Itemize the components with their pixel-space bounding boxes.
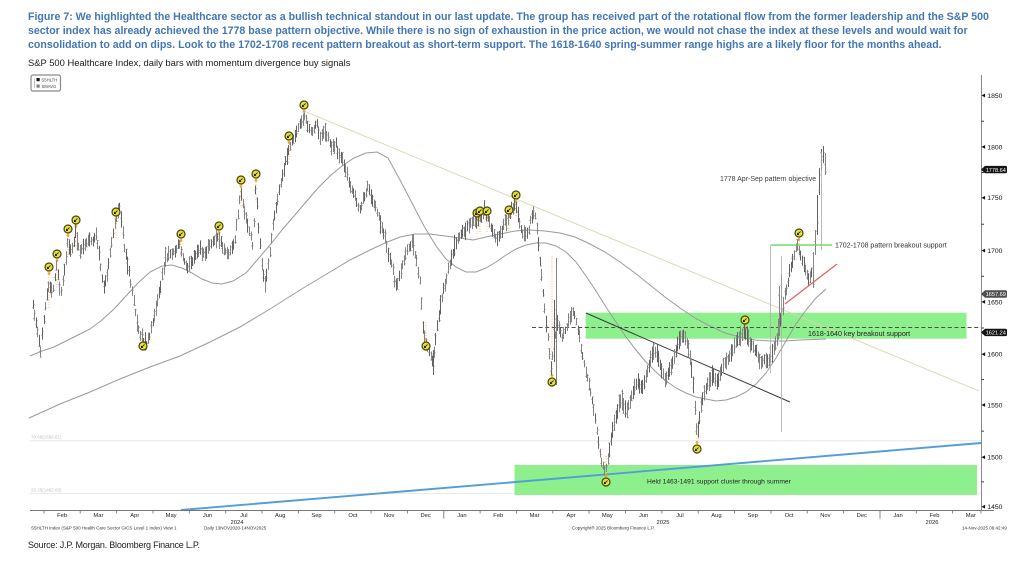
svg-text:Sep: Sep [748, 513, 758, 519]
svg-text:S5HLTH Index (S&P 500 Health C: S5HLTH Index (S&P 500 Health Care Sector… [31, 526, 177, 531]
svg-text:Dec: Dec [420, 513, 430, 519]
svg-text:1750: 1750 [987, 195, 1002, 202]
svg-text:1800: 1800 [987, 144, 1002, 151]
svg-text:Held 1463-1491 support cluster: Held 1463-1491 support cluster through s… [647, 479, 792, 486]
svg-text:Feb: Feb [930, 513, 940, 519]
svg-text:1850: 1850 [987, 93, 1002, 100]
svg-text:Feb: Feb [493, 513, 503, 519]
svg-text:1450: 1450 [987, 504, 1002, 511]
svg-text:2024: 2024 [231, 520, 245, 526]
svg-text:2025: 2025 [657, 520, 670, 526]
svg-text:S5HLTH: S5HLTH [42, 77, 58, 82]
svg-text:Aug: Aug [275, 513, 285, 519]
svg-text:Nov: Nov [384, 513, 394, 519]
svg-text:1778 Apr-Sep pattern objective: 1778 Apr-Sep pattern objective [720, 176, 816, 183]
svg-text:1618-1640 key breakout support: 1618-1640 key breakout support [808, 330, 910, 338]
svg-text:Copyright® 2025 Bloomberg Fina: Copyright® 2025 Bloomberg Finance L.P. [572, 525, 655, 531]
svg-text:2026: 2026 [926, 520, 939, 526]
svg-text:79.69(1556.61): 79.69(1556.61) [31, 435, 62, 440]
svg-text:Mar: Mar [966, 513, 976, 519]
svg-text:SMAVG: SMAVG [42, 84, 57, 89]
svg-text:Mar: Mar [530, 513, 540, 519]
svg-text:Feb: Feb [57, 513, 67, 519]
svg-text:Jun: Jun [203, 513, 212, 519]
svg-text:Apr: Apr [130, 513, 139, 519]
svg-text:Nov: Nov [820, 513, 830, 519]
svg-text:May: May [166, 513, 177, 519]
svg-text:Jan: Jan [457, 513, 466, 519]
svg-text:Oct: Oct [348, 513, 357, 519]
svg-text:May: May [602, 513, 613, 519]
svg-text:1650: 1650 [987, 299, 1002, 306]
svg-text:Jun: Jun [639, 513, 648, 519]
svg-text:Oct: Oct [785, 513, 794, 519]
svg-text:Jul: Jul [240, 513, 247, 519]
svg-text:Jan: Jan [893, 513, 902, 519]
svg-text:1778.64: 1778.64 [986, 168, 1006, 174]
svg-text:Jul: Jul [676, 513, 683, 519]
svg-text:1621.24: 1621.24 [986, 331, 1006, 337]
svg-text:Apr: Apr [566, 513, 575, 519]
svg-text:1700: 1700 [987, 248, 1002, 255]
svg-text:Aug: Aug [711, 513, 721, 519]
svg-text:14-Nov-2025 06:42:49: 14-Nov-2025 06:42:49 [962, 526, 1007, 531]
svg-text:Sep: Sep [311, 513, 321, 519]
svg-text:Mar: Mar [93, 513, 103, 519]
svg-text:1500: 1500 [987, 455, 1002, 462]
svg-text:1600: 1600 [987, 352, 1002, 359]
svg-text:1550: 1550 [987, 402, 1002, 409]
svg-text:Dec: Dec [857, 513, 867, 519]
svg-text:1657.69: 1657.69 [986, 292, 1006, 298]
svg-text:20.25(1462.65): 20.25(1462.65) [31, 488, 62, 493]
svg-text:1702-1708 pattern breakout sup: 1702-1708 pattern breakout support [835, 243, 947, 250]
svg-text:Daily 13NOV2020-14NOV2025: Daily 13NOV2020-14NOV2025 [204, 526, 267, 531]
